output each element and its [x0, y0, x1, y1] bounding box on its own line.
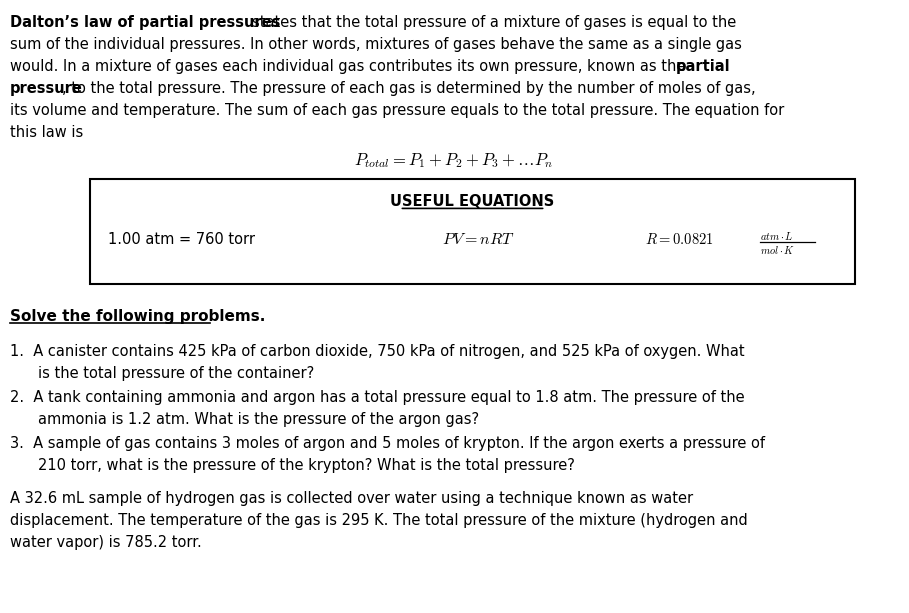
Text: ammonia is 1.2 atm. What is the pressure of the argon gas?: ammonia is 1.2 atm. What is the pressure…: [38, 412, 479, 427]
Text: Solve the following problems.: Solve the following problems.: [10, 308, 265, 324]
Text: $mol \cdot K$: $mol \cdot K$: [760, 245, 795, 256]
Text: would. In a mixture of gases each individual gas contributes its own pressure, k: would. In a mixture of gases each indivi…: [10, 59, 690, 74]
Text: $R = 0.0821$: $R = 0.0821$: [645, 232, 714, 248]
Text: its volume and temperature. The sum of each gas pressure equals to the total pre: its volume and temperature. The sum of e…: [10, 103, 784, 118]
Text: 2.  A tank containing ammonia and argon has a total pressure equal to 1.8 atm. T: 2. A tank containing ammonia and argon h…: [10, 390, 744, 405]
Text: $atm \cdot L$: $atm \cdot L$: [760, 230, 794, 242]
Text: displacement. The temperature of the gas is 295 K. The total pressure of the mix: displacement. The temperature of the gas…: [10, 513, 748, 528]
Text: 210 torr, what is the pressure of the krypton? What is the total pressure?: 210 torr, what is the pressure of the kr…: [38, 458, 574, 473]
Text: sum of the individual pressures. In other words, mixtures of gases behave the sa: sum of the individual pressures. In othe…: [10, 37, 742, 52]
Text: is the total pressure of the container?: is the total pressure of the container?: [38, 366, 315, 381]
Text: Dalton’s law of partial pressures: Dalton’s law of partial pressures: [10, 15, 280, 30]
Text: , to the total pressure. The pressure of each gas is determined by the number of: , to the total pressure. The pressure of…: [62, 81, 755, 96]
Bar: [90, 180, 855, 284]
Text: $P_{total} = P_1 + P_2 + P_3 + \ldots P_n$: $P_{total} = P_1 + P_2 + P_3 + \ldots P_…: [355, 151, 554, 170]
Text: 1.00 atm = 760 torr: 1.00 atm = 760 torr: [108, 232, 255, 248]
Text: USEFUL EQUATIONS: USEFUL EQUATIONS: [390, 194, 554, 210]
Text: 3.  A sample of gas contains 3 moles of argon and 5 moles of krypton. If the arg: 3. A sample of gas contains 3 moles of a…: [10, 436, 765, 451]
Text: this law is: this law is: [10, 125, 84, 140]
Text: A 32.6 mL sample of hydrogen gas is collected over water using a technique known: A 32.6 mL sample of hydrogen gas is coll…: [10, 491, 694, 506]
Text: $PV = nRT$: $PV = nRT$: [443, 232, 515, 248]
Text: water vapor) is 785.2 torr.: water vapor) is 785.2 torr.: [10, 535, 202, 550]
Text: pressure: pressure: [10, 81, 83, 96]
Text: states that the total pressure of a mixture of gases is equal to the: states that the total pressure of a mixt…: [252, 15, 736, 30]
Text: partial: partial: [676, 59, 731, 74]
Text: 1.  A canister contains 425 kPa of carbon dioxide, 750 kPa of nitrogen, and 525 : 1. A canister contains 425 kPa of carbon…: [10, 344, 744, 359]
